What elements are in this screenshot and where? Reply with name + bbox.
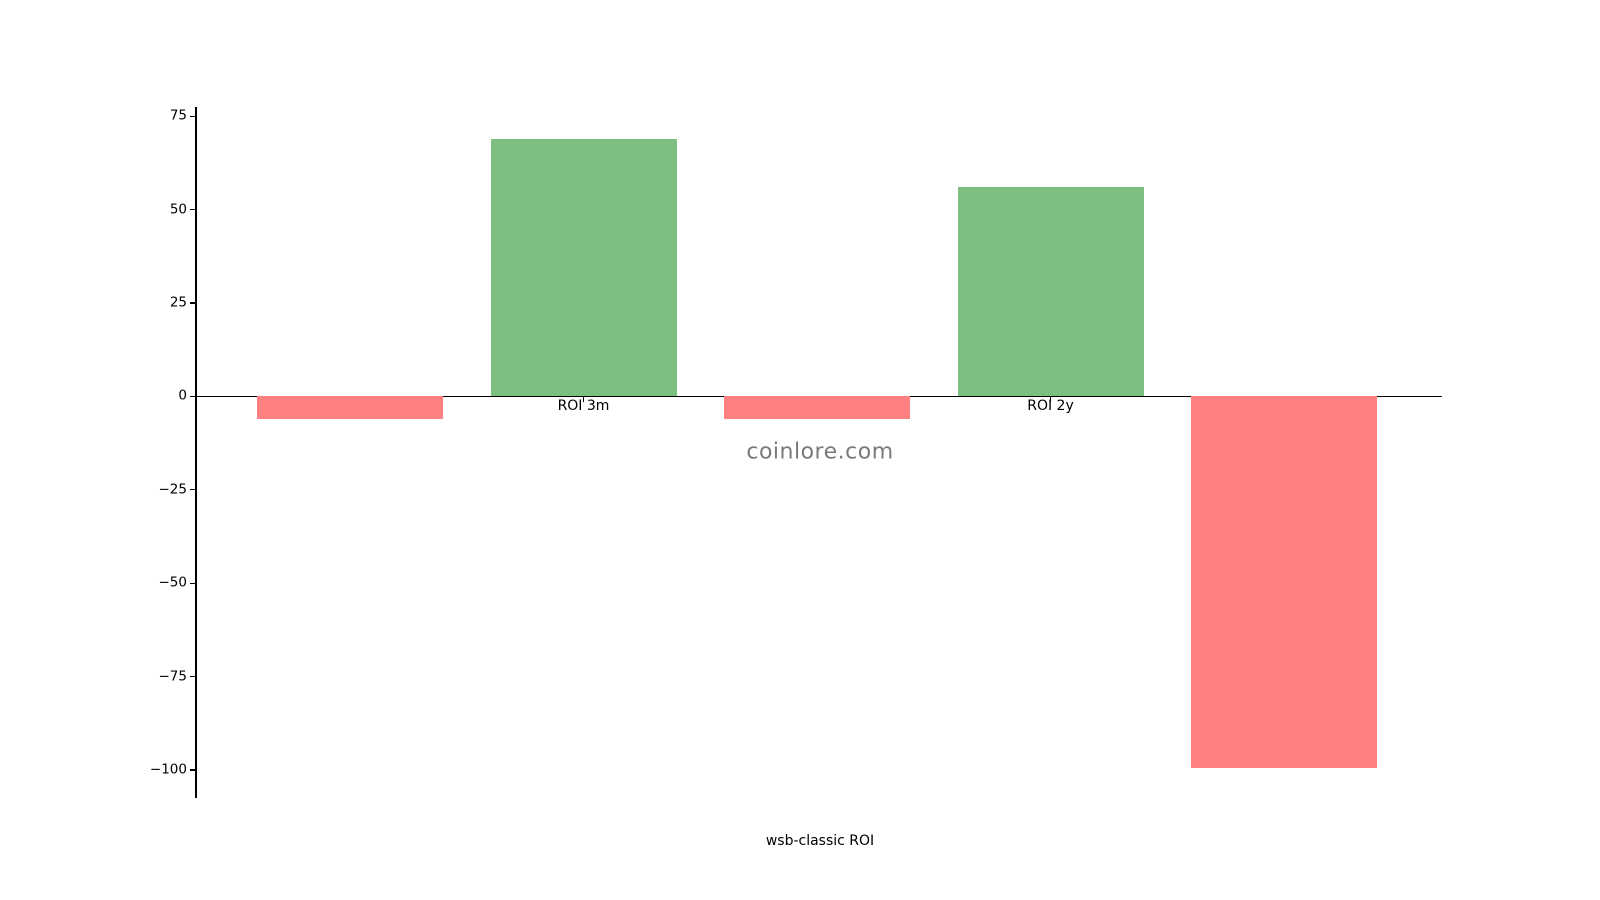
y-tick-label: −100 — [149, 761, 187, 778]
y-tick-label: −25 — [158, 481, 188, 498]
y-tick-label: 75 — [169, 107, 187, 124]
y-tick-label: −50 — [158, 574, 188, 591]
y-tick-mark — [189, 209, 196, 211]
y-tick-mark — [189, 675, 196, 678]
y-tick-mark — [189, 302, 196, 304]
y-tick-label: 0 — [178, 387, 187, 404]
watermark-text: coinlore.com — [746, 439, 894, 465]
y-tick-mark — [189, 769, 196, 771]
x-axis-title: wsb-classic ROI — [765, 833, 875, 849]
y-tick-label: 25 — [169, 294, 187, 311]
y-tick-mark — [189, 489, 196, 491]
bar-3-roi-2y — [957, 187, 1144, 397]
bar-2 — [724, 396, 910, 419]
y-tick-label: −75 — [158, 667, 188, 684]
x-tick-mark — [582, 396, 585, 403]
y-tick-mark — [189, 395, 196, 398]
x-axis-zero-line — [195, 395, 1442, 398]
bar-1-roi-3m — [490, 138, 677, 397]
y-tick-mark — [189, 582, 196, 584]
y-axis-spine — [195, 107, 197, 798]
x-tick-label: ROI 2y — [1027, 398, 1074, 415]
bar-4 — [1191, 396, 1377, 769]
x-tick-label: ROI 3m — [557, 398, 610, 415]
bar-0 — [257, 396, 443, 419]
x-tick-mark — [1049, 396, 1052, 403]
y-tick-label: 50 — [169, 200, 187, 217]
y-tick-mark — [189, 115, 196, 117]
